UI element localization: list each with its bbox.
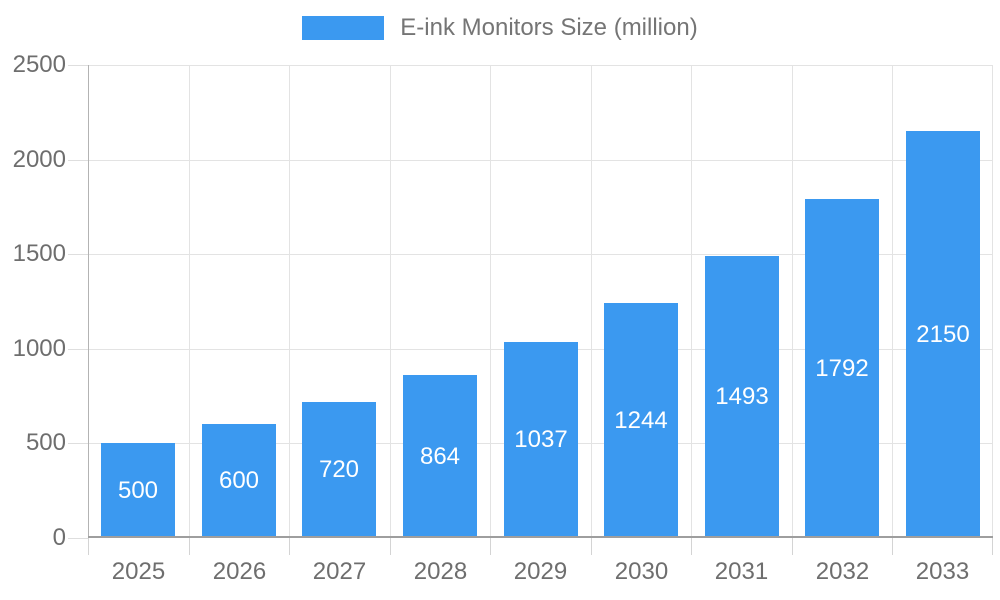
y-axis-tick	[68, 65, 88, 66]
bar-value-label: 1244	[614, 406, 668, 434]
x-axis-tick	[892, 538, 893, 555]
x-axis-tick	[189, 538, 190, 555]
bar[interactable]: 1037	[504, 342, 578, 538]
x-tick-label: 2027	[312, 558, 367, 585]
y-axis-tick	[68, 160, 88, 161]
bar-value-label: 1037	[514, 426, 568, 453]
x-tick-label: 2033	[915, 558, 970, 585]
y-axis-tick	[68, 254, 88, 255]
bar[interactable]: 1493	[705, 256, 779, 538]
x-axis-tick	[691, 538, 692, 555]
x-tick-label: 2028	[413, 558, 468, 585]
x-axis-tick	[490, 538, 491, 555]
x-axis-tick	[390, 538, 391, 555]
bar-value-label: 1792	[815, 354, 869, 382]
y-axis-tick	[68, 349, 88, 350]
bar-value-label: 2150	[916, 320, 970, 348]
gridline-vertical	[189, 65, 190, 538]
y-tick-label: 2500	[12, 51, 66, 78]
x-axis-line	[88, 536, 993, 538]
gridline-vertical	[490, 65, 491, 538]
bar[interactable]: 864	[403, 375, 477, 538]
x-axis-tick	[591, 538, 592, 555]
gridline-vertical	[691, 65, 692, 538]
legend-swatch	[302, 16, 385, 40]
gridline-vertical	[792, 65, 793, 538]
gridline-horizontal	[88, 160, 993, 161]
plot-area: 0 500 1000 1500 2000 2500 500 2025 600 2026 720 202…	[13, 51, 993, 585]
bar[interactable]: 1244	[604, 303, 678, 538]
legend-label: E-ink Monitors Size (million)	[400, 14, 698, 41]
bar-value-label: 500	[117, 476, 159, 504]
gridline-vertical	[992, 65, 993, 538]
gridline-horizontal	[88, 65, 993, 66]
bar-value-label: 1493	[715, 383, 769, 410]
gridline-vertical	[289, 65, 290, 538]
x-tick-label: 2030	[614, 558, 669, 585]
y-axis-line	[88, 65, 89, 538]
bar[interactable]: 2150	[906, 131, 980, 538]
y-tick-label: 0	[52, 524, 66, 551]
gridline-horizontal	[88, 254, 993, 255]
y-tick-label: 2000	[12, 146, 66, 173]
x-tick-label: 2029	[513, 558, 568, 585]
x-tick-label: 2031	[714, 558, 769, 585]
bar-value-label: 600	[218, 467, 260, 494]
bar[interactable]: 720	[302, 402, 376, 538]
bar-value-label: 720	[318, 456, 360, 483]
x-axis-tick	[289, 538, 290, 555]
y-tick-label: 1500	[12, 240, 66, 267]
gridline-vertical	[892, 65, 893, 538]
x-axis-tick	[88, 538, 89, 555]
x-tick-label: 2025	[111, 558, 166, 585]
bar[interactable]: 600	[202, 424, 276, 538]
y-axis-tick	[68, 443, 88, 444]
x-axis-tick	[792, 538, 793, 555]
x-axis-tick	[992, 538, 993, 555]
bar[interactable]: 1792	[805, 199, 879, 538]
x-tick-label: 2026	[212, 558, 267, 585]
bar-value-label: 864	[419, 442, 461, 470]
y-axis-tick	[68, 538, 88, 539]
gridline-vertical	[390, 65, 391, 538]
gridline-vertical	[591, 65, 592, 538]
x-tick-label: 2032	[815, 558, 870, 585]
bar[interactable]: 500	[101, 443, 175, 538]
y-tick-label: 1000	[12, 335, 66, 362]
y-tick-label: 500	[25, 429, 66, 456]
chart-legend[interactable]: E-ink Monitors Size (million)	[0, 14, 1000, 42]
